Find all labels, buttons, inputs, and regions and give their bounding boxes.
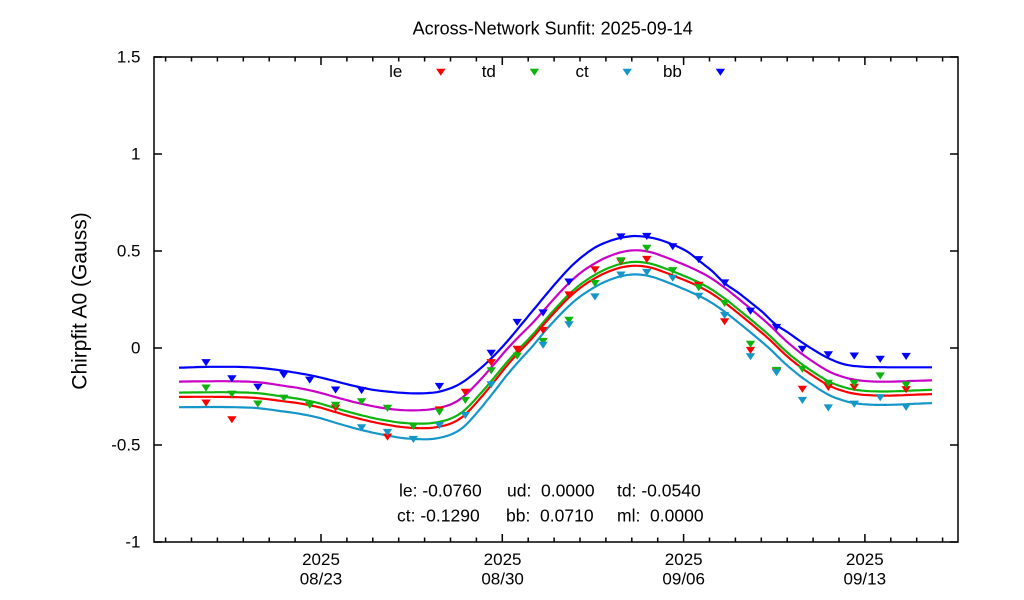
svg-text:bb: bb [663,62,682,81]
svg-text:2025: 2025 [665,550,703,569]
svg-text:le: le [389,62,402,81]
svg-text:ct: -0.1290: ct: -0.1290 [397,506,480,526]
svg-text:2025: 2025 [484,550,522,569]
svg-text:2025: 2025 [846,550,884,569]
svg-text:ct: ct [575,62,589,81]
svg-text:bb: 0.0710: bb: 0.0710 [506,506,594,526]
svg-text:0: 0 [131,339,140,358]
svg-text:1: 1 [131,145,140,164]
svg-text:td: -0.0540: td: -0.0540 [617,481,701,501]
svg-text:Chirpfit A0 (Gauss): Chirpfit A0 (Gauss) [69,212,92,389]
svg-text:0.5: 0.5 [117,242,141,261]
svg-text:08/30: 08/30 [481,570,524,589]
svg-text:2025: 2025 [302,550,340,569]
svg-text:-0.5: -0.5 [111,436,140,455]
svg-text:-1: -1 [125,533,140,552]
svg-text:1.5: 1.5 [117,48,141,67]
svg-text:09/13: 09/13 [844,570,887,589]
svg-text:le: -0.0760: le: -0.0760 [399,481,482,501]
svg-text:09/06: 09/06 [662,570,705,589]
svg-text:ml: 0.0000: ml: 0.0000 [617,506,704,526]
svg-text:ud: 0.0000: ud: 0.0000 [507,481,595,501]
svg-text:08/23: 08/23 [300,570,343,589]
svg-text:Across-Network Sunfit: 2025-09: Across-Network Sunfit: 2025-09-14 [413,19,693,39]
svg-text:td: td [482,62,496,81]
